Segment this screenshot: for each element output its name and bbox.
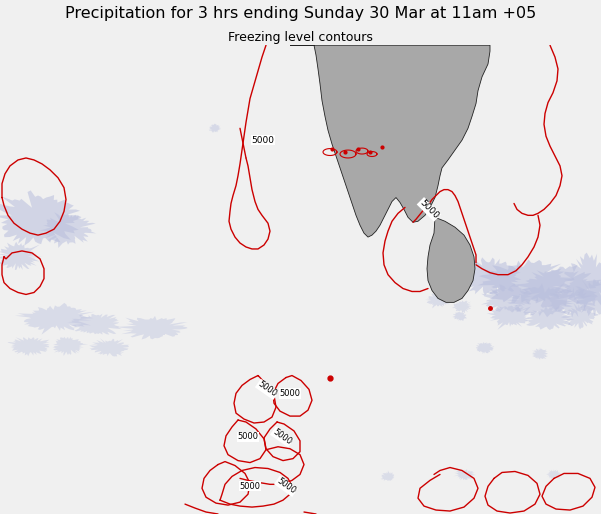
Polygon shape [15, 303, 94, 335]
Polygon shape [487, 305, 533, 330]
Text: 5000: 5000 [256, 380, 278, 399]
Polygon shape [0, 190, 82, 246]
Polygon shape [89, 338, 129, 356]
Polygon shape [380, 470, 394, 481]
Text: Precipitation for 3 hrs ending Sunday 30 Mar at 11am +05: Precipitation for 3 hrs ending Sunday 30… [65, 6, 536, 21]
Text: 5000: 5000 [275, 476, 297, 496]
Polygon shape [478, 260, 575, 304]
Polygon shape [453, 311, 467, 321]
Polygon shape [476, 342, 494, 354]
Polygon shape [427, 217, 475, 302]
Text: 5000: 5000 [251, 136, 275, 144]
Text: 5000: 5000 [279, 389, 300, 398]
Polygon shape [115, 316, 188, 339]
Polygon shape [453, 469, 475, 480]
Polygon shape [561, 303, 599, 329]
Polygon shape [454, 258, 521, 296]
Polygon shape [452, 301, 472, 313]
Polygon shape [532, 347, 548, 360]
Polygon shape [425, 293, 450, 308]
Polygon shape [576, 280, 601, 316]
Polygon shape [39, 212, 96, 248]
Polygon shape [523, 306, 575, 330]
Text: 5000: 5000 [237, 432, 258, 442]
Polygon shape [8, 337, 50, 356]
Polygon shape [481, 283, 531, 313]
Text: 5000: 5000 [418, 198, 441, 221]
Polygon shape [0, 242, 43, 270]
Polygon shape [67, 314, 122, 335]
Text: 5000: 5000 [271, 427, 293, 447]
Text: 5000: 5000 [240, 482, 260, 491]
Polygon shape [506, 283, 574, 317]
Polygon shape [514, 265, 601, 311]
Polygon shape [290, 45, 490, 237]
Polygon shape [52, 337, 88, 356]
Polygon shape [548, 287, 597, 318]
Polygon shape [546, 469, 561, 479]
Polygon shape [209, 123, 221, 133]
Text: Freezing level contours: Freezing level contours [228, 31, 373, 44]
Polygon shape [564, 252, 601, 309]
